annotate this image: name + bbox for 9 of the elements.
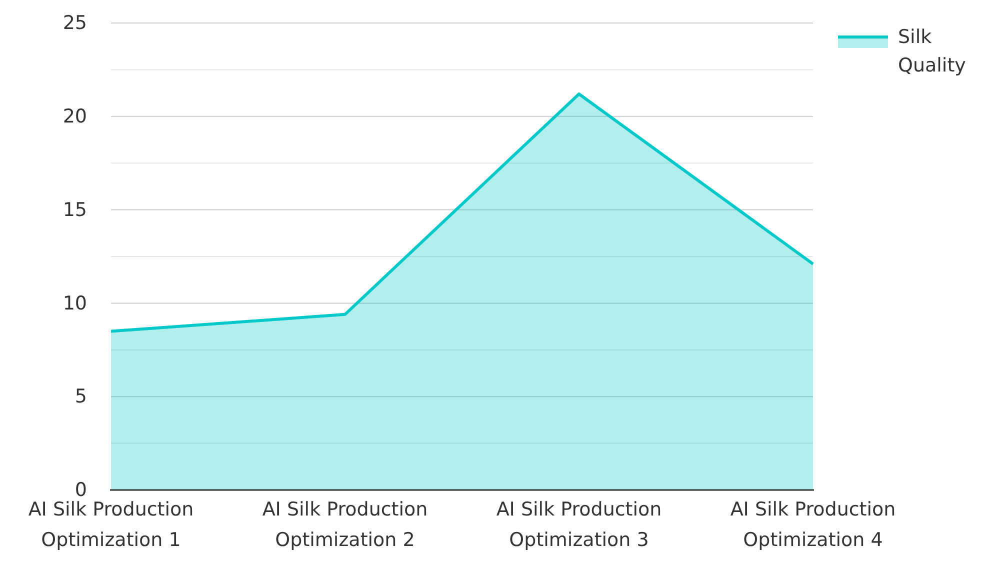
y-tick-label: 15 (62, 198, 87, 221)
y-tick-label: 25 (62, 12, 87, 34)
y-tick-label: 5 (74, 386, 87, 408)
legend-label: Silk Quality (898, 26, 966, 76)
y-tick-label: 20 (62, 105, 87, 128)
x-tick-label: AI Silk Production Optimization 4 (730, 498, 896, 551)
x-tick-label: AI Silk Production Optimization 2 (262, 498, 428, 551)
x-tick-label: AI Silk Production Optimization 3 (496, 498, 662, 551)
y-tick-label: 10 (62, 292, 87, 314)
